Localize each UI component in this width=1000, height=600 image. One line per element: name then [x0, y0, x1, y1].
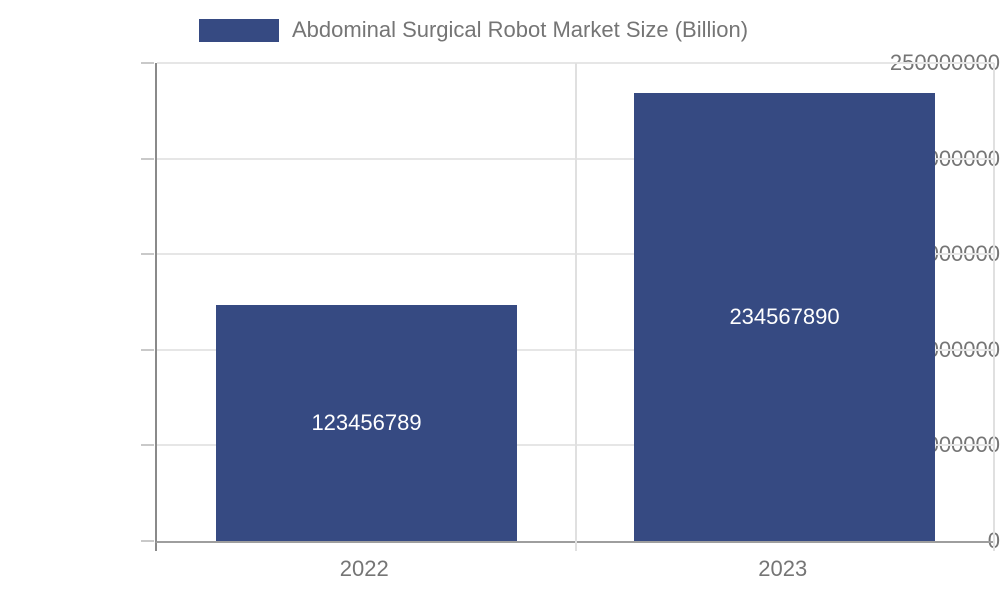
x-tick-label: 2022: [339, 556, 389, 581]
bar-value-label: 234567890: [729, 304, 840, 329]
gridline-vertical: [574, 63, 577, 551]
plot-area: 123456789 234567890: [155, 62, 995, 551]
y-tick-mark: [141, 444, 154, 447]
y-tick-mark: [141, 157, 154, 160]
legend-label: Abdominal Surgical Robot Market Size (Bi…: [292, 17, 749, 42]
chart-legend[interactable]: Abdominal Surgical Robot Market Size (Bi…: [199, 14, 748, 46]
bar-2022[interactable]: 123456789: [216, 305, 517, 541]
legend-swatch-icon: [199, 18, 279, 42]
bar-2023[interactable]: 234567890: [634, 93, 935, 541]
x-tick-label: 2023: [758, 556, 808, 581]
y-tick-mark: [141, 62, 154, 64]
y-tick-mark: [141, 253, 154, 256]
y-tick-mark: [141, 540, 154, 542]
bar-value-label: 123456789: [311, 410, 422, 435]
x-axis-left-tick: [155, 543, 157, 551]
gridline-vertical: [993, 63, 995, 551]
y-tick-mark: [141, 348, 154, 351]
